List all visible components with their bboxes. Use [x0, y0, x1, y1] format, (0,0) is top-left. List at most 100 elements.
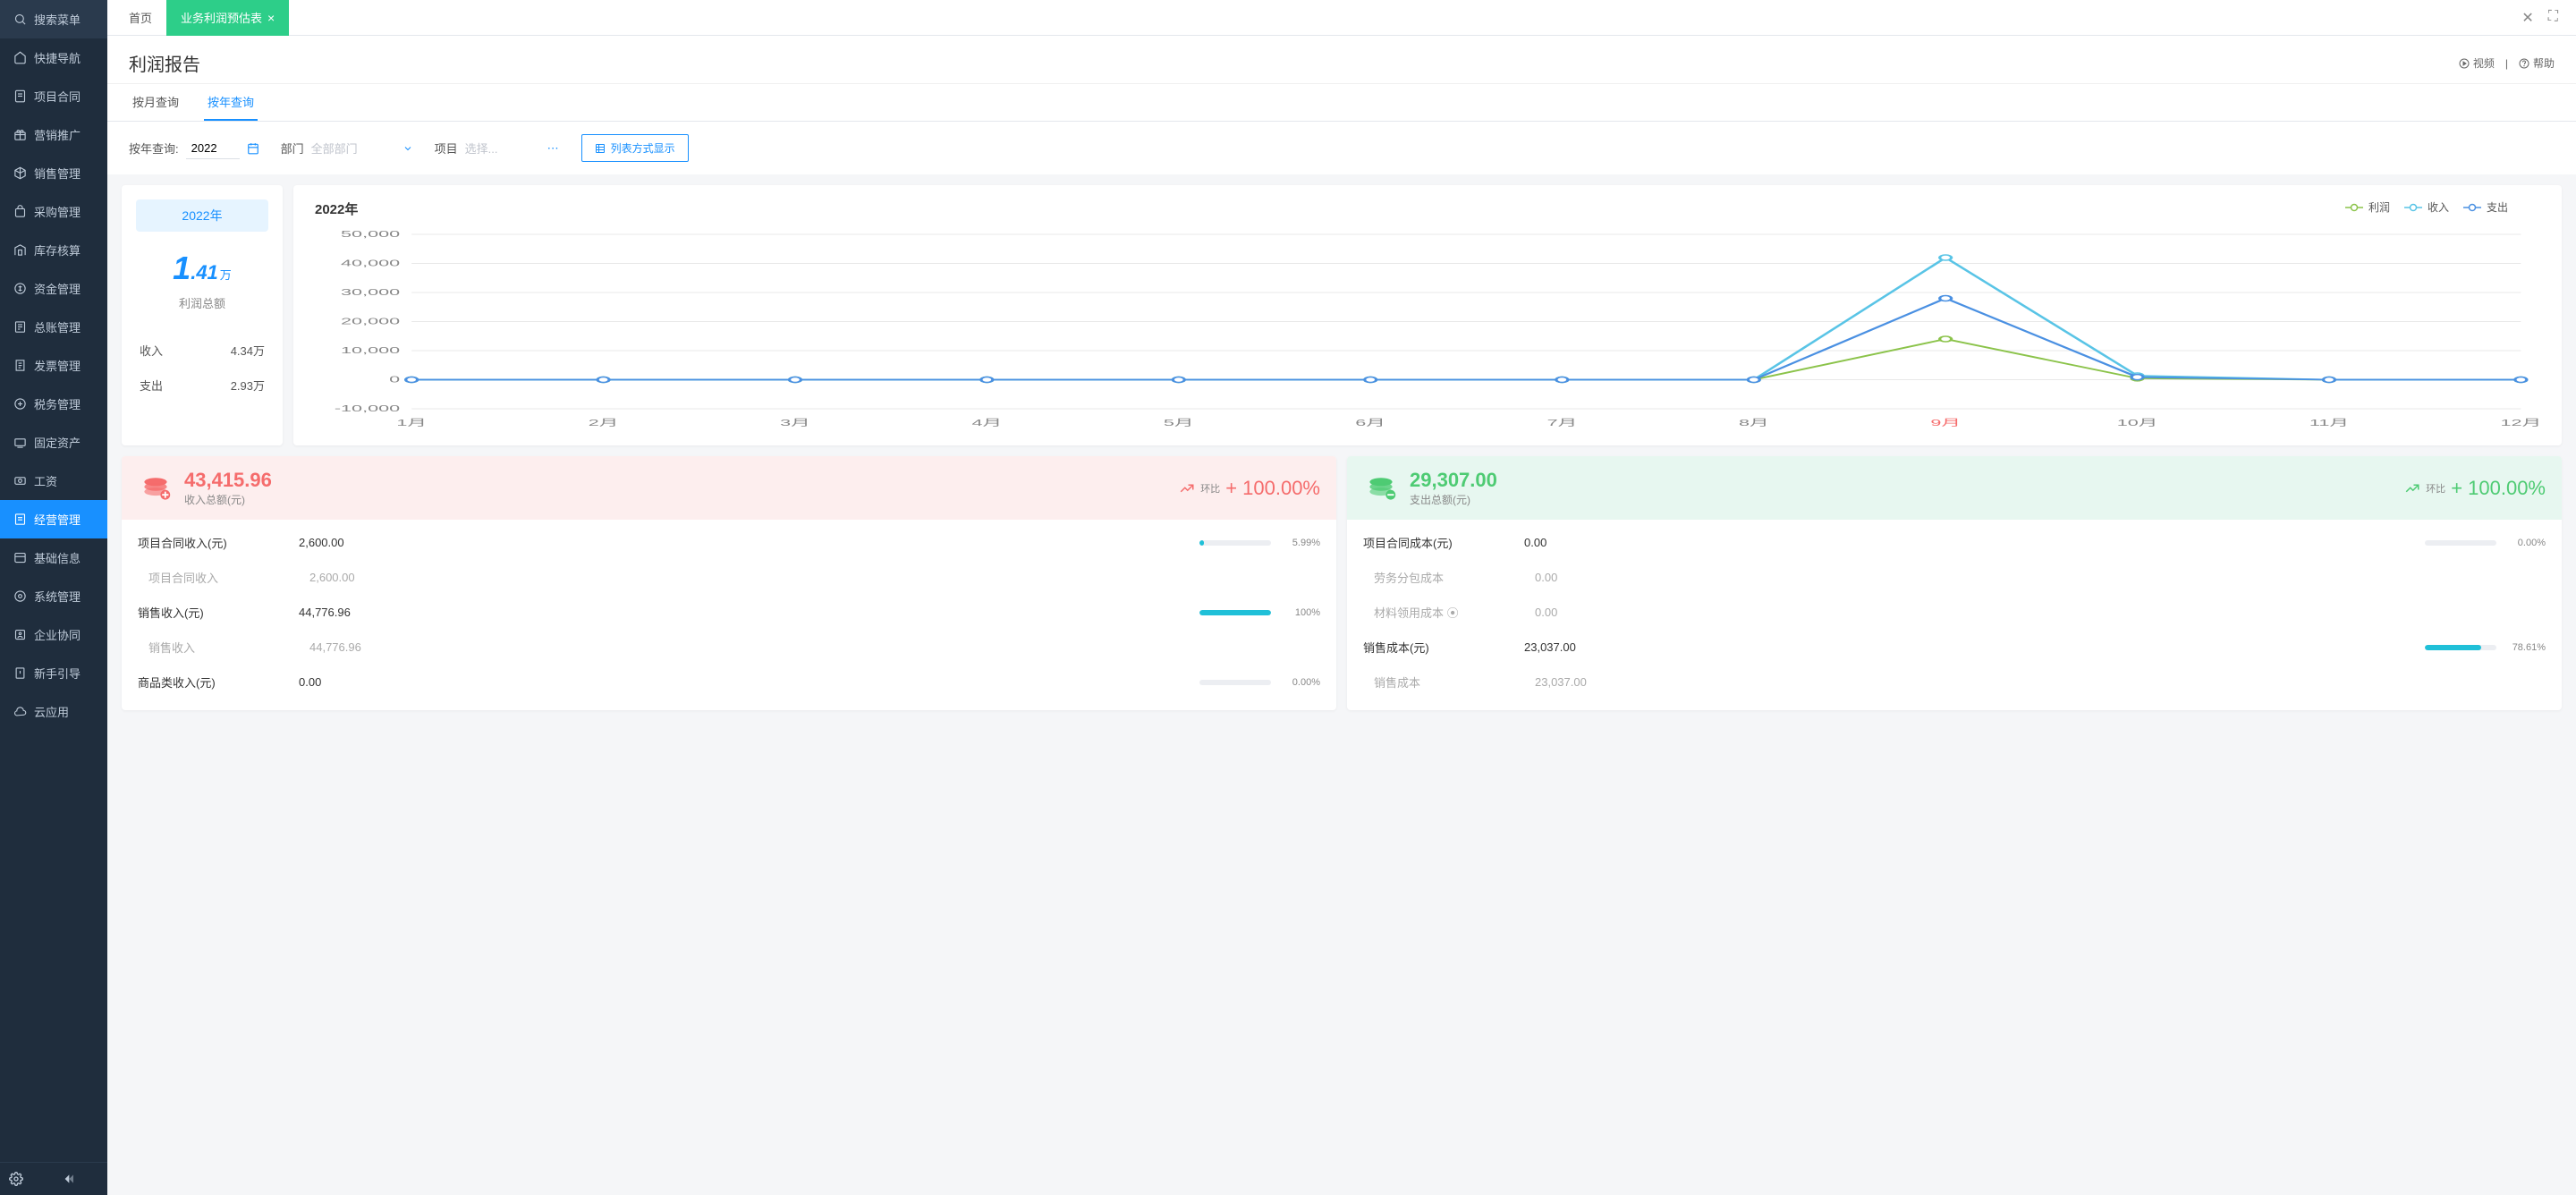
sidebar-item-label: 项目合同 — [34, 88, 80, 105]
sidebar-item-17[interactable]: 新手引导 — [0, 654, 107, 692]
sidebar-item-12[interactable]: 工资 — [0, 462, 107, 500]
expense-icon — [1363, 470, 1399, 506]
fullscreen-icon[interactable]: ⛶ — [2545, 5, 2562, 30]
detail-row: 商品类收入(元)0.000.00% — [138, 665, 1320, 699]
detail-row: 项目合同收入(元)2,600.005.99% — [138, 525, 1320, 560]
chart-title: 2022年 — [315, 199, 2540, 218]
income-icon — [138, 470, 174, 506]
collab-icon — [13, 628, 27, 642]
manage-icon — [13, 513, 27, 527]
trend-up-icon — [1179, 480, 1195, 496]
sidebar-item-6[interactable]: 库存核算 — [0, 231, 107, 269]
dept-select[interactable]: 全部部门 — [311, 140, 413, 157]
close-all-icon[interactable]: ✕ — [2518, 5, 2537, 30]
query-tab-year[interactable]: 按年查询 — [204, 84, 258, 121]
cart-icon — [13, 166, 27, 181]
calendar-icon[interactable] — [247, 142, 259, 155]
sidebar-item-13[interactable]: 经营管理 — [0, 500, 107, 538]
sidebar-item-label: 工资 — [34, 472, 57, 489]
sidebar-item-14[interactable]: 基础信息 — [0, 538, 107, 577]
sidebar-item-16[interactable]: 企业协同 — [0, 615, 107, 654]
svg-text:7月: 7月 — [1547, 418, 1578, 428]
tab-close-icon[interactable]: × — [267, 11, 275, 25]
video-link[interactable]: 视频 — [2459, 55, 2495, 71]
sidebar-item-4[interactable]: 销售管理 — [0, 154, 107, 192]
sidebar-item-0[interactable]: 搜索菜单 — [0, 0, 107, 38]
detail-label: 销售收入(元) — [138, 604, 299, 621]
legend-item[interactable]: 支出 — [2463, 199, 2508, 215]
sidebar-item-label: 销售管理 — [34, 165, 80, 182]
list-view-button[interactable]: 列表方式显示 — [581, 134, 689, 162]
detail-value: 23,037.00 — [1524, 640, 1640, 654]
chart-legend: 利润收入支出 — [2345, 199, 2508, 215]
svg-text:11月: 11月 — [2309, 418, 2349, 428]
detail-sub-row: 材料领用成本 ⦿0.00 — [1363, 595, 2546, 630]
detail-value: 0.00 — [299, 675, 415, 689]
svg-text:20,000: 20,000 — [341, 317, 400, 326]
legend-item[interactable]: 利润 — [2345, 199, 2390, 215]
sidebar-footer — [0, 1162, 107, 1195]
svg-text:1月: 1月 — [396, 418, 427, 428]
sidebar-item-8[interactable]: 总账管理 — [0, 308, 107, 346]
invoice-icon — [13, 359, 27, 373]
tabs-bar: 首页 业务利润预估表 × ✕ ⛶ — [107, 0, 2576, 36]
sidebar: 搜索菜单快捷导航项目合同营销推广销售管理采购管理库存核算资金管理总账管理发票管理… — [0, 0, 107, 1195]
sidebar-item-18[interactable]: 云应用 — [0, 692, 107, 731]
year-input[interactable] — [186, 138, 240, 159]
legend-item[interactable]: 收入 — [2404, 199, 2449, 215]
detail-label: 销售收入 — [148, 639, 309, 656]
content: 2022年 1.41万 利润总额 收入 4.34万 支出 2.93万 — [107, 174, 2576, 1195]
detail-row: 项目合同成本(元)0.000.00% — [1363, 525, 2546, 560]
filter-row: 按年查询: 部门 全部部门 项目 选择... ⋯ — [107, 122, 2576, 174]
income-stat: 收入 4.34万 — [136, 333, 268, 368]
detail-row: 销售成本(元)23,037.0078.61% — [1363, 630, 2546, 665]
svg-text:6月: 6月 — [1355, 418, 1385, 428]
settings-button[interactable] — [0, 1163, 54, 1195]
contract-icon — [13, 89, 27, 104]
expense-card-head: 29,307.00 支出总额(元) 环比 + 100.00% — [1347, 456, 2562, 520]
detail-sub-row: 劳务分包成本0.00 — [1363, 560, 2546, 595]
detail-value: 0.00 — [1535, 571, 1651, 584]
project-more-icon[interactable]: ⋯ — [547, 141, 560, 156]
detail-value: 2,600.00 — [309, 571, 426, 584]
salary-icon — [13, 474, 27, 488]
sidebar-item-label: 基础信息 — [34, 549, 80, 566]
sidebar-item-5[interactable]: 采购管理 — [0, 192, 107, 231]
sidebar-item-label: 新手引导 — [34, 665, 80, 682]
sidebar-item-label: 税务管理 — [34, 395, 80, 412]
detail-value: 44,776.96 — [309, 640, 426, 654]
detail-row: 销售收入(元)44,776.96100% — [138, 595, 1320, 630]
detail-bar: 5.99% — [415, 538, 1320, 548]
year-summary-card: 2022年 1.41万 利润总额 收入 4.34万 支出 2.93万 — [122, 185, 283, 445]
sidebar-item-10[interactable]: 税务管理 — [0, 385, 107, 423]
filter-year: 按年查询: — [129, 138, 259, 159]
tab-home[interactable]: 首页 — [114, 0, 166, 36]
detail-label: 商品类收入(元) — [138, 674, 299, 691]
sidebar-item-1[interactable]: 快捷导航 — [0, 38, 107, 77]
tab-active[interactable]: 业务利润预估表 × — [166, 0, 289, 36]
sidebar-item-9[interactable]: 发票管理 — [0, 346, 107, 385]
help-link[interactable]: 帮助 — [2519, 55, 2555, 71]
sidebar-item-label: 搜索菜单 — [34, 11, 80, 28]
page-header: 利润报告 视频 | 帮助 — [107, 36, 2576, 84]
svg-text:3月: 3月 — [780, 418, 810, 428]
info-icon — [13, 551, 27, 565]
detail-bar: 0.00% — [1640, 538, 2546, 548]
svg-text:5月: 5月 — [1164, 418, 1194, 428]
sidebar-item-3[interactable]: 营销推广 — [0, 115, 107, 154]
expense-detail-list: 项目合同成本(元)0.000.00%劳务分包成本0.00材料领用成本 ⦿0.00… — [1347, 520, 2562, 710]
collapse-button[interactable] — [54, 1163, 107, 1195]
project-select[interactable]: 选择... — [465, 140, 537, 157]
money-icon — [13, 282, 27, 296]
sidebar-item-7[interactable]: 资金管理 — [0, 269, 107, 308]
svg-text:-10,000: -10,000 — [335, 403, 400, 413]
query-tab-month[interactable]: 按月查询 — [129, 84, 182, 121]
sidebar-item-2[interactable]: 项目合同 — [0, 77, 107, 115]
guide-icon — [13, 666, 27, 681]
income-ratio: + 100.00% — [1225, 477, 1320, 500]
sidebar-item-11[interactable]: 固定资产 — [0, 423, 107, 462]
sidebar-item-15[interactable]: 系统管理 — [0, 577, 107, 615]
income-card: 43,415.96 收入总额(元) 环比 + 100.00% 项目合同收入(元)… — [122, 456, 1336, 710]
svg-text:0: 0 — [389, 375, 400, 385]
detail-value: 0.00 — [1524, 536, 1640, 549]
